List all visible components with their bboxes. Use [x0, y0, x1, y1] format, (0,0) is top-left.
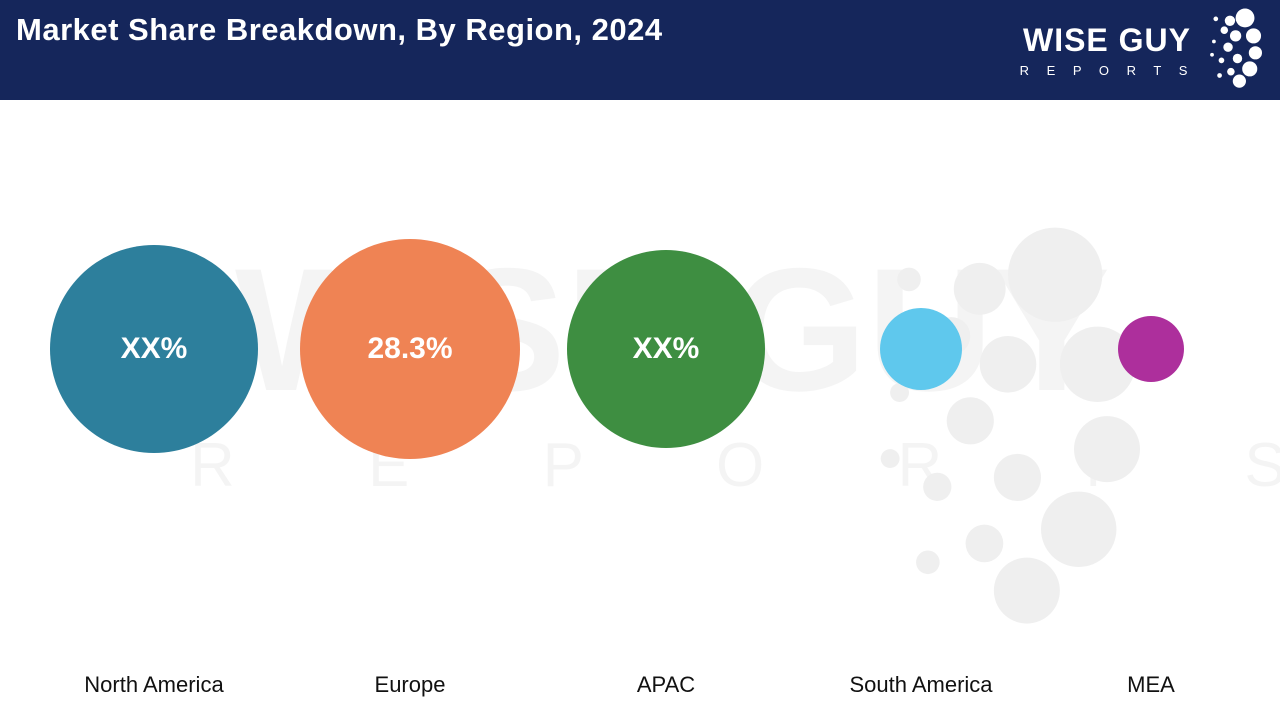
- bubble-value-label: XX%: [120, 332, 188, 365]
- bubble-apac: XX%: [567, 250, 765, 448]
- bubble-europe: 28.3%: [300, 239, 520, 459]
- bubble-north-america: XX%: [50, 245, 258, 453]
- watermark-head-icon: [810, 220, 1140, 655]
- bubble-mea: [1118, 316, 1184, 382]
- wiseguy-logo: WISE GUY R E P O R T S: [1012, 6, 1262, 96]
- wiseguy-head-dots-icon: [1196, 6, 1262, 99]
- bubble-value-label: XX%: [632, 332, 700, 365]
- wiseguy-logo-name: WISE GUY: [1022, 22, 1191, 58]
- region-label-mea: MEA: [1127, 672, 1175, 697]
- wiseguy-logo-text: WISE GUY R E P O R T S: [1012, 22, 1202, 78]
- chart-area: WISE GUY R E P O R T S: [0, 100, 1280, 720]
- region-label-europe: Europe: [374, 672, 446, 697]
- bubble-value-label: 28.3%: [367, 332, 453, 365]
- region-label-apac: APAC: [636, 672, 696, 697]
- page-title: Market Share Breakdown, By Region, 2024: [16, 12, 663, 47]
- region-label-south-america: South America: [849, 672, 993, 697]
- header-bar: Market Share Breakdown, By Region, 2024 …: [0, 0, 1280, 100]
- bubble-south-america: [880, 308, 962, 390]
- wiseguy-logo-subtitle: R E P O R T S: [1019, 63, 1195, 78]
- region-label-north-america: North America: [84, 672, 224, 697]
